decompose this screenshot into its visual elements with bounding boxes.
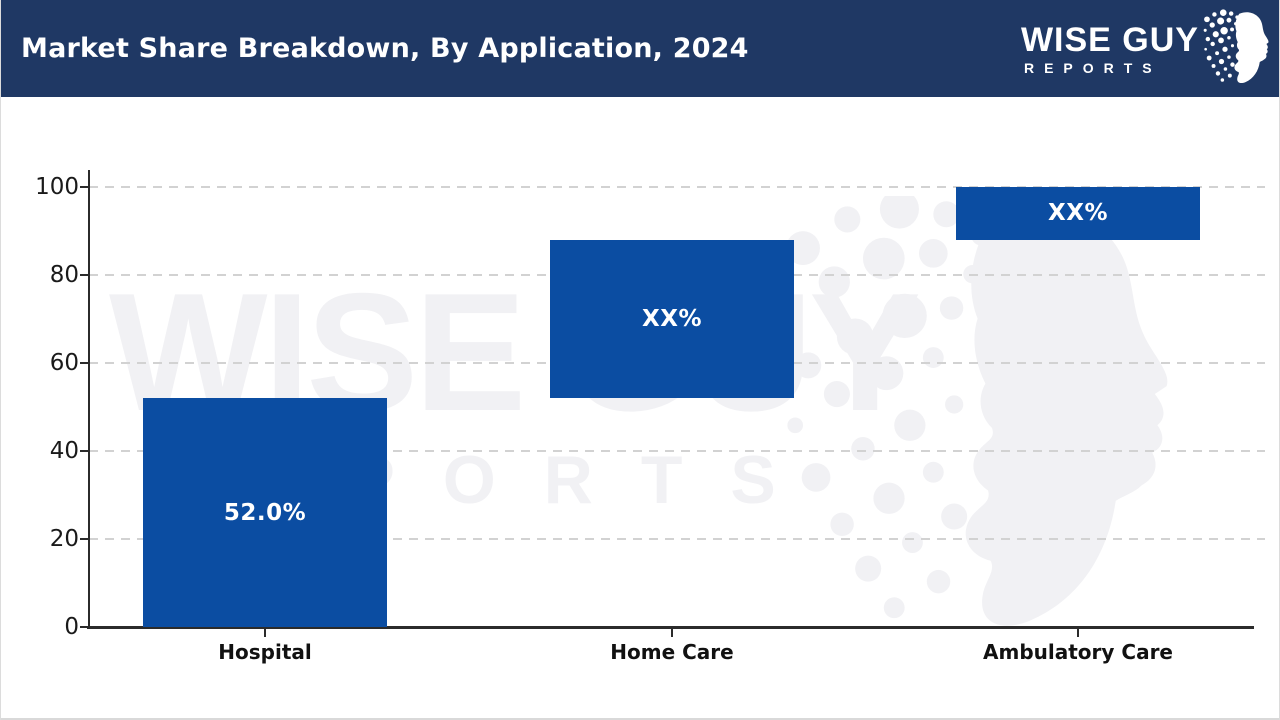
y-tick-label-60: 60 [49,350,79,376]
y-axis-line [88,170,90,628]
bar-hospital: 52.0% [143,398,387,627]
x-tick-ambulatory-care [1077,629,1079,637]
wiseguy-logo: WISE GUY REPORTS [1021,8,1269,90]
bar-home-care: XX% [550,239,794,399]
x-tick-home-care [671,629,673,637]
bottom-border [1,718,1279,720]
y-tick-40 [80,450,88,452]
y-tick-60 [80,362,88,364]
y-tick-label-100: 100 [35,174,79,200]
y-tick-label-40: 40 [49,438,79,464]
bar-value-label-home-care: XX% [641,305,702,332]
gridline-40 [89,450,1265,452]
gridline-20 [89,538,1265,540]
logo-wordmark: WISE GUY [1020,20,1199,59]
logo-head-icon [1203,8,1269,83]
logo-text: WISE GUY REPORTS [1021,23,1199,75]
y-tick-label-80: 80 [49,262,79,288]
y-tick-label-0: 0 [64,614,79,640]
page-title: Market Share Breakdown, By Application, … [21,33,749,64]
bar-value-label-ambulatory-care: XX% [1047,200,1108,227]
y-tick-20 [80,538,88,540]
x-category-label-home-care: Home Care [610,640,734,664]
bar-ambulatory-care: XX% [956,187,1200,240]
x-category-label-hospital: Hospital [218,640,312,664]
y-tick-100 [80,186,88,188]
logo-subtext: REPORTS [1023,59,1162,76]
x-tick-hospital [264,629,266,637]
x-category-label-ambulatory-care: Ambulatory Care [983,640,1173,664]
header: Market Share Breakdown, By Application, … [1,0,1279,97]
gridline-100 [89,186,1265,188]
y-tick-80 [80,274,88,276]
y-tick-label-20: 20 [49,526,79,552]
y-tick-0 [80,626,88,628]
bar-value-label-hospital: 52.0% [223,499,307,526]
x-axis-line [87,626,1254,629]
